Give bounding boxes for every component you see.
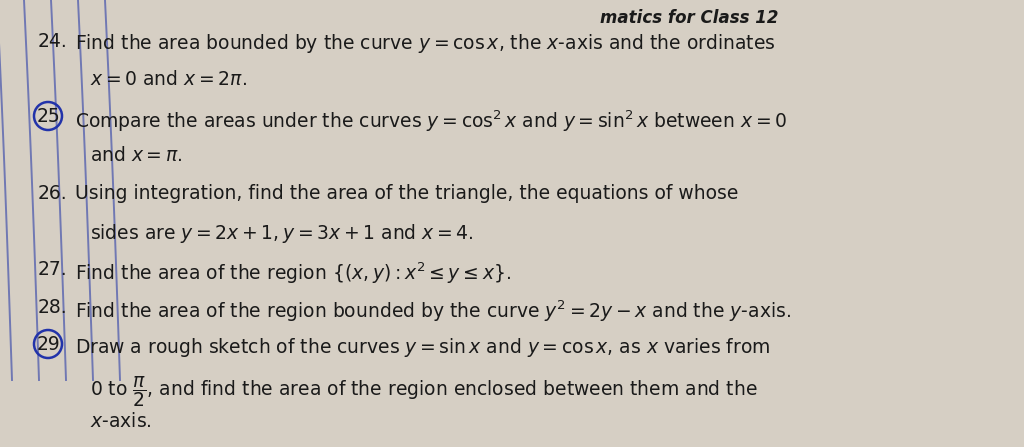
Text: 29: 29 (36, 334, 59, 354)
Text: and $x=\pi$.: and $x=\pi$. (90, 146, 182, 165)
Text: Find the area bounded by the curve $y=\cos x$, the $x$-axis and the ordinates: Find the area bounded by the curve $y=\c… (75, 32, 775, 55)
Text: matics for Class 12: matics for Class 12 (600, 9, 778, 27)
Text: $0$ to $\dfrac{\pi}{2}$, and find the area of the region enclosed between them a: $0$ to $\dfrac{\pi}{2}$, and find the ar… (90, 374, 758, 409)
Text: sides are $y=2x+1, y=3x+1$ and $x=4$.: sides are $y=2x+1, y=3x+1$ and $x=4$. (90, 222, 474, 245)
Text: Using integration, find the area of the triangle, the equations of whose: Using integration, find the area of the … (75, 184, 738, 203)
Text: Draw a rough sketch of the curves $y=\sin x$ and $y=\cos x$, as $x$ varies from: Draw a rough sketch of the curves $y=\si… (75, 336, 770, 359)
Text: Compare the areas under the curves $y=\cos^2 x$ and $y=\sin^2 x$ between $x=0$: Compare the areas under the curves $y=\c… (75, 108, 787, 134)
Text: Find the area of the region $\{(x, y): x^2 \leq y \leq x\}$.: Find the area of the region $\{(x, y): x… (75, 260, 511, 286)
Text: 25: 25 (36, 106, 59, 126)
Text: 26.: 26. (38, 184, 68, 203)
Text: 24.: 24. (38, 32, 68, 51)
Text: Find the area of the region bounded by the curve $y^2=2y-x$ and the $y$-axis.: Find the area of the region bounded by t… (75, 298, 791, 324)
Text: $x$-axis.: $x$-axis. (90, 412, 152, 431)
Text: 28.: 28. (38, 298, 68, 317)
Text: $x=0$ and $x=2\pi$.: $x=0$ and $x=2\pi$. (90, 70, 247, 89)
Text: 27.: 27. (38, 260, 68, 279)
